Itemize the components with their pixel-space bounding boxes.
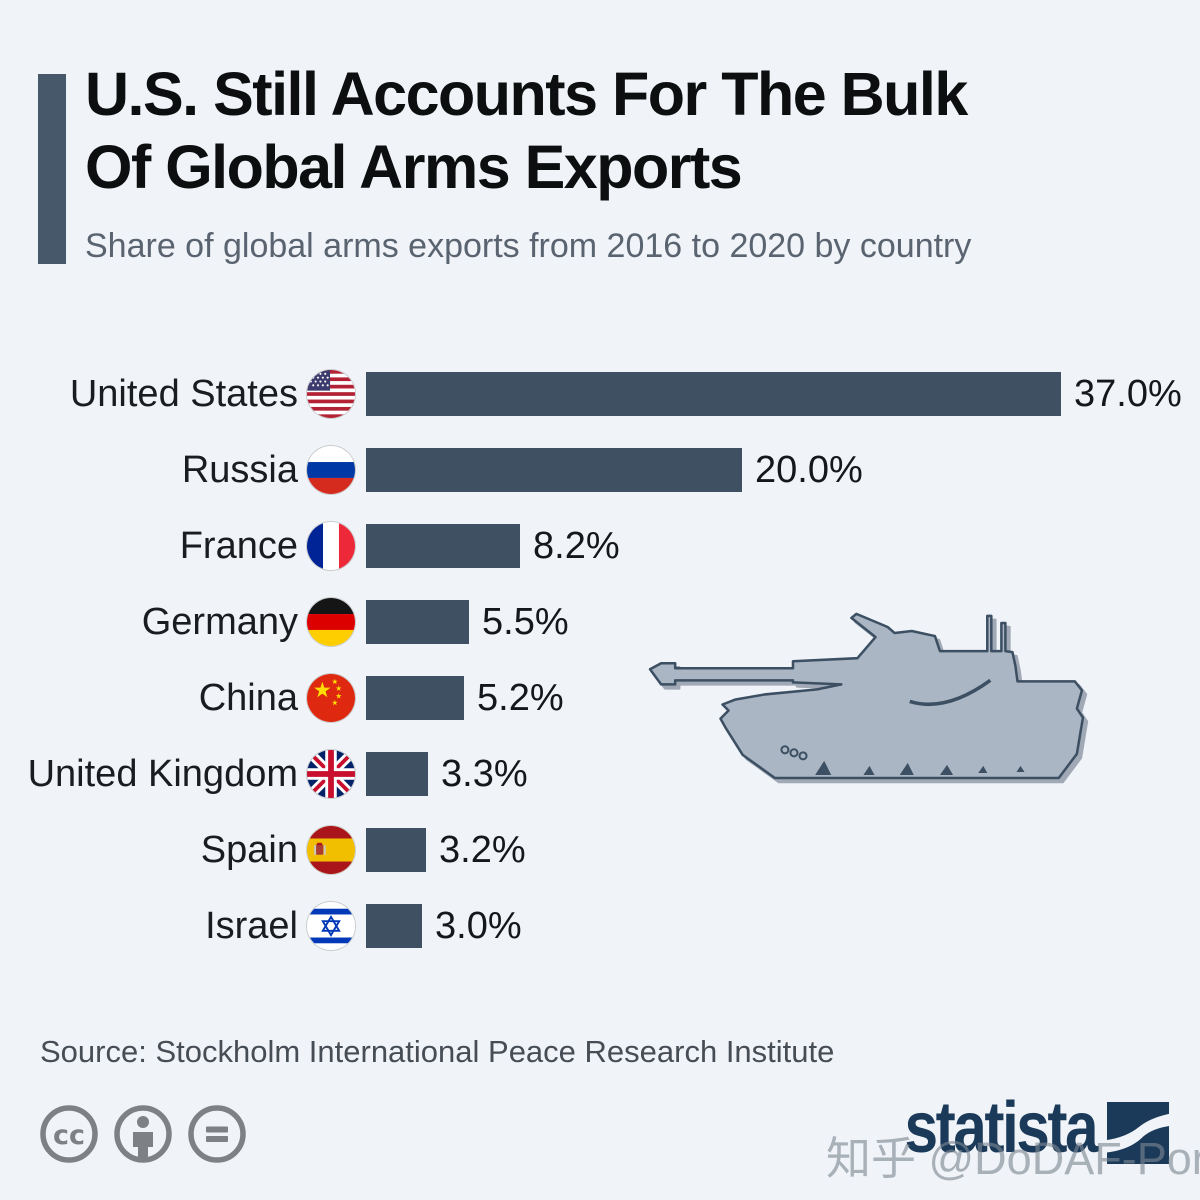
bar-united-kingdom (366, 752, 428, 796)
bar-france (366, 524, 520, 568)
statista-logo: statista (868, 1092, 1170, 1164)
svg-text:cc: cc (53, 1120, 85, 1151)
country-label: Israel (205, 904, 298, 947)
country-label: China (198, 676, 298, 719)
country-label: Spain (200, 828, 298, 871)
united-states-flag-icon (306, 369, 356, 419)
bar-china (366, 676, 464, 720)
title-line-1: U.S. Still Accounts For The Bulk (85, 60, 968, 128)
bar-row-united-states: United States 37.0% (0, 356, 1200, 432)
bar-russia (366, 448, 742, 492)
country-label: Germany (141, 600, 298, 643)
bar-row-spain: Spain 3.2% (0, 812, 1200, 888)
bar-israel (366, 904, 422, 948)
country-label: France (179, 524, 298, 567)
value-label: 3.0% (435, 904, 522, 947)
zhihu-watermark: 知乎 @DoDAF-Porter (826, 1133, 1200, 1184)
country-label: United States (69, 372, 298, 415)
statista-logo-mark (1106, 1102, 1170, 1164)
bar-row-china: China 5.2% (0, 660, 1200, 736)
cc-icon: cc (40, 1105, 98, 1163)
no-derivatives-icon (188, 1105, 246, 1163)
title-accent-bar (38, 74, 66, 264)
attribution-icon (114, 1105, 172, 1163)
license-icons: cc (37, 1102, 249, 1166)
value-label: 20.0% (755, 448, 863, 491)
value-label: 3.3% (441, 752, 528, 795)
russia-flag-icon (306, 445, 356, 495)
tank-illustration (648, 612, 1085, 780)
spain-flag-icon (306, 825, 356, 875)
bar-row-france: France 8.2% (0, 508, 1200, 584)
germany-flag-icon (306, 597, 356, 647)
page-subtitle: Share of global arms exports from 2016 t… (85, 227, 972, 265)
bar-row-russia: Russia 20.0% (0, 432, 1200, 508)
value-label: 8.2% (533, 524, 620, 567)
china-flag-icon (306, 673, 356, 723)
statista-wordmark: statista (904, 1088, 1098, 1168)
bar-germany (366, 600, 469, 644)
value-label: 3.2% (439, 828, 526, 871)
bar-row-united-kingdom: United Kingdom 3.3% (0, 736, 1200, 812)
value-label: 5.2% (477, 676, 564, 719)
bar-row-germany: Germany 5.5% (0, 584, 1200, 660)
title-line-2: Of Global Arms Exports (85, 133, 743, 201)
page-title: U.S. Still Accounts For The Bulk Of Glob… (85, 58, 1185, 204)
bar-row-israel: Israel 3.0% (0, 888, 1200, 964)
value-label: 37.0% (1074, 372, 1182, 415)
source-note: Source: Stockholm International Peace Re… (40, 1034, 835, 1069)
france-flag-icon (306, 521, 356, 571)
bar-spain (366, 828, 426, 872)
israel-flag-icon (306, 901, 356, 951)
value-label: 5.5% (482, 600, 569, 643)
country-label: United Kingdom (27, 752, 298, 795)
bar-united-states (366, 372, 1061, 416)
united-kingdom-flag-icon (306, 749, 356, 799)
country-label: Russia (181, 448, 298, 491)
